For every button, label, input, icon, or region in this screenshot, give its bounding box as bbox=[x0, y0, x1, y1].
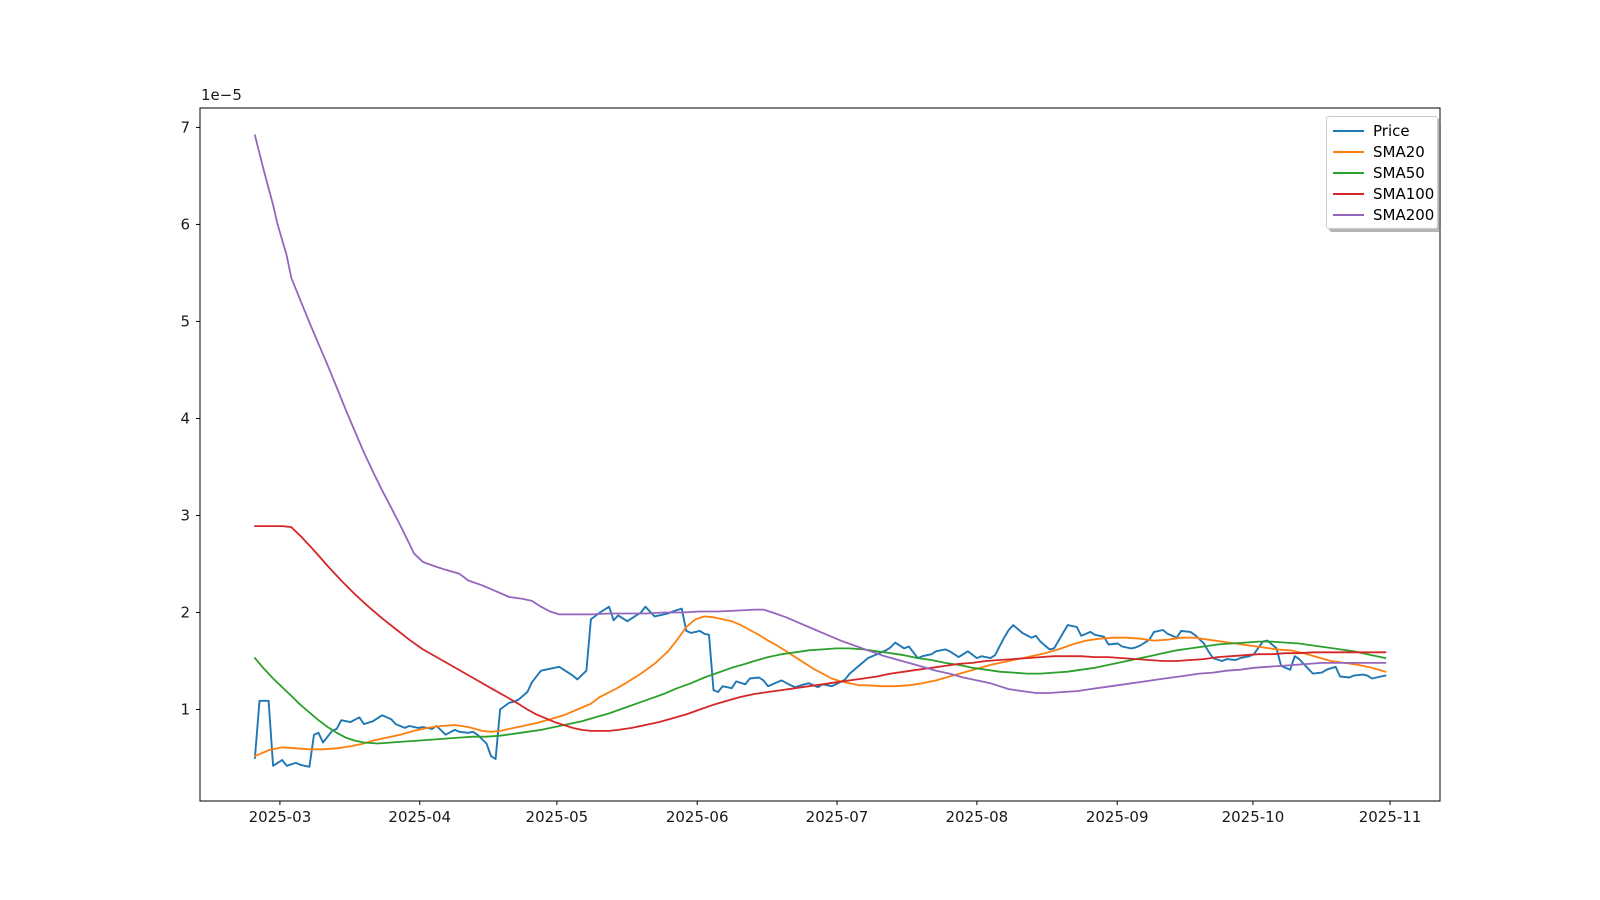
legend-line-sample-sma20 bbox=[1333, 150, 1364, 153]
y-tick-label: 5 bbox=[180, 312, 190, 330]
y-axis-offset-label: 1e−5 bbox=[201, 86, 242, 104]
y-tick-label: 1 bbox=[180, 701, 190, 719]
y-tick-label: 3 bbox=[180, 506, 190, 524]
y-tick-label: 6 bbox=[180, 215, 190, 233]
x-tick-label: 2025-05 bbox=[526, 808, 589, 826]
x-tick-label: 2025-08 bbox=[946, 808, 1009, 826]
legend-line-sample-sma50 bbox=[1333, 171, 1364, 174]
series-line-sma50 bbox=[253, 640, 1387, 745]
legend-line-sample-sma100 bbox=[1333, 192, 1364, 195]
legend-line-sample-sma200 bbox=[1333, 213, 1364, 216]
series-line-sma20 bbox=[253, 615, 1387, 757]
legend-item-price: Price bbox=[1333, 120, 1429, 141]
legend-label-sma50: SMA50 bbox=[1373, 163, 1425, 182]
x-tick-label: 2025-06 bbox=[666, 808, 729, 826]
series-line-sma100 bbox=[253, 525, 1387, 732]
legend-item-sma50: SMA50 bbox=[1333, 162, 1429, 183]
x-tick-label: 2025-09 bbox=[1086, 808, 1149, 826]
series-line-price bbox=[253, 605, 1387, 768]
legend: Price SMA20 SMA50 SMA100 SMA200 bbox=[1326, 116, 1438, 229]
x-tick-label: 2025-11 bbox=[1359, 808, 1422, 826]
legend-label-sma20: SMA20 bbox=[1373, 142, 1425, 161]
x-tick-label: 2025-04 bbox=[388, 808, 451, 826]
y-tick-label: 7 bbox=[180, 118, 190, 136]
legend-item-sma200: SMA200 bbox=[1333, 204, 1434, 225]
axes-border bbox=[199, 107, 1441, 802]
legend-label-price: Price bbox=[1373, 121, 1410, 140]
legend-item-sma20: SMA20 bbox=[1333, 141, 1429, 162]
legend-label-sma200: SMA200 bbox=[1373, 205, 1435, 224]
legend-line-sample-price bbox=[1333, 129, 1364, 132]
y-tick-label: 2 bbox=[180, 603, 190, 621]
y-tick-label: 4 bbox=[180, 409, 190, 427]
x-tick-label: 2025-07 bbox=[806, 808, 869, 826]
series-line-sma200 bbox=[253, 134, 1387, 694]
x-tick-label: 2025-03 bbox=[249, 808, 312, 826]
x-tick-label: 2025-10 bbox=[1222, 808, 1285, 826]
legend-label-sma100: SMA100 bbox=[1373, 184, 1435, 203]
legend-item-sma100: SMA100 bbox=[1333, 183, 1434, 204]
